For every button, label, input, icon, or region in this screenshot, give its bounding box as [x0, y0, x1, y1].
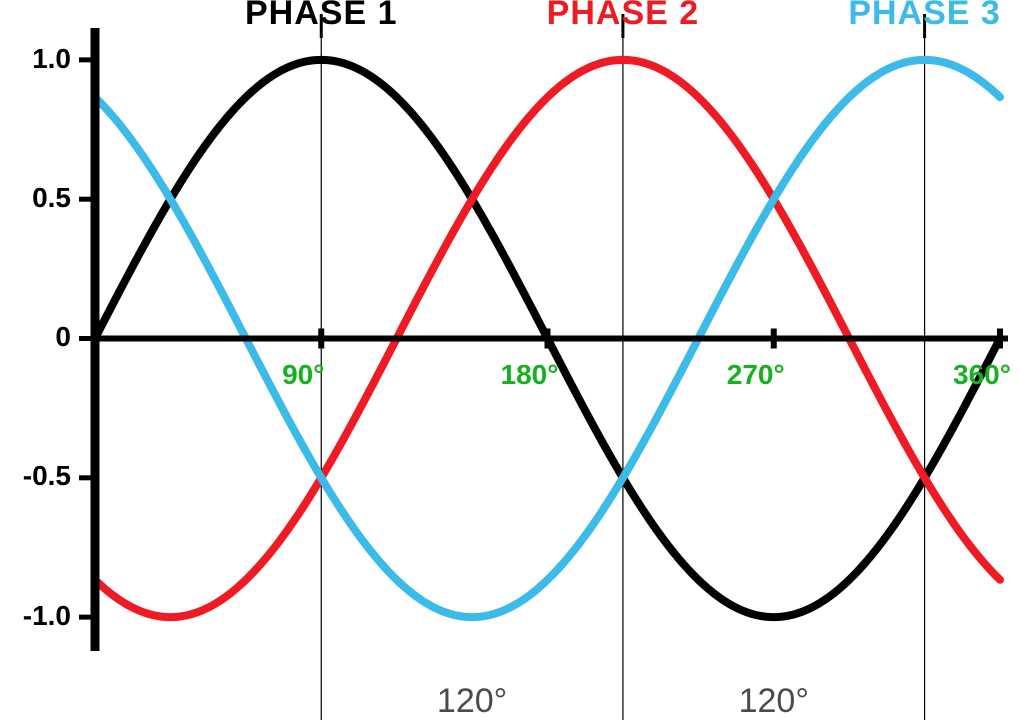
- ytick-label: 0: [11, 321, 71, 353]
- xtick-label: 90°: [282, 359, 324, 391]
- xtick-label: 270°: [727, 359, 785, 391]
- phase-title-3: PHASE 3: [848, 0, 1001, 33]
- ytick-label: 0.5: [11, 182, 71, 214]
- phase-title-1: PHASE 1: [245, 0, 398, 33]
- xtick-label: 360°: [953, 359, 1011, 391]
- ytick-label: -1.0: [11, 600, 71, 632]
- chart-stage: PHASE 1 PHASE 2 PHASE 3 -1.0 -0.5 0 0.5 1.0 90° 1…: [0, 0, 1019, 720]
- phase-marker-lines: [321, 14, 924, 720]
- xtick-label: 180°: [501, 359, 559, 391]
- spacing-label: 120°: [437, 682, 507, 720]
- ytick-label: -0.5: [11, 460, 71, 492]
- spacing-label: 120°: [739, 682, 809, 720]
- phase-title-2: PHASE 2: [547, 0, 700, 33]
- ytick-label: 1.0: [11, 43, 71, 75]
